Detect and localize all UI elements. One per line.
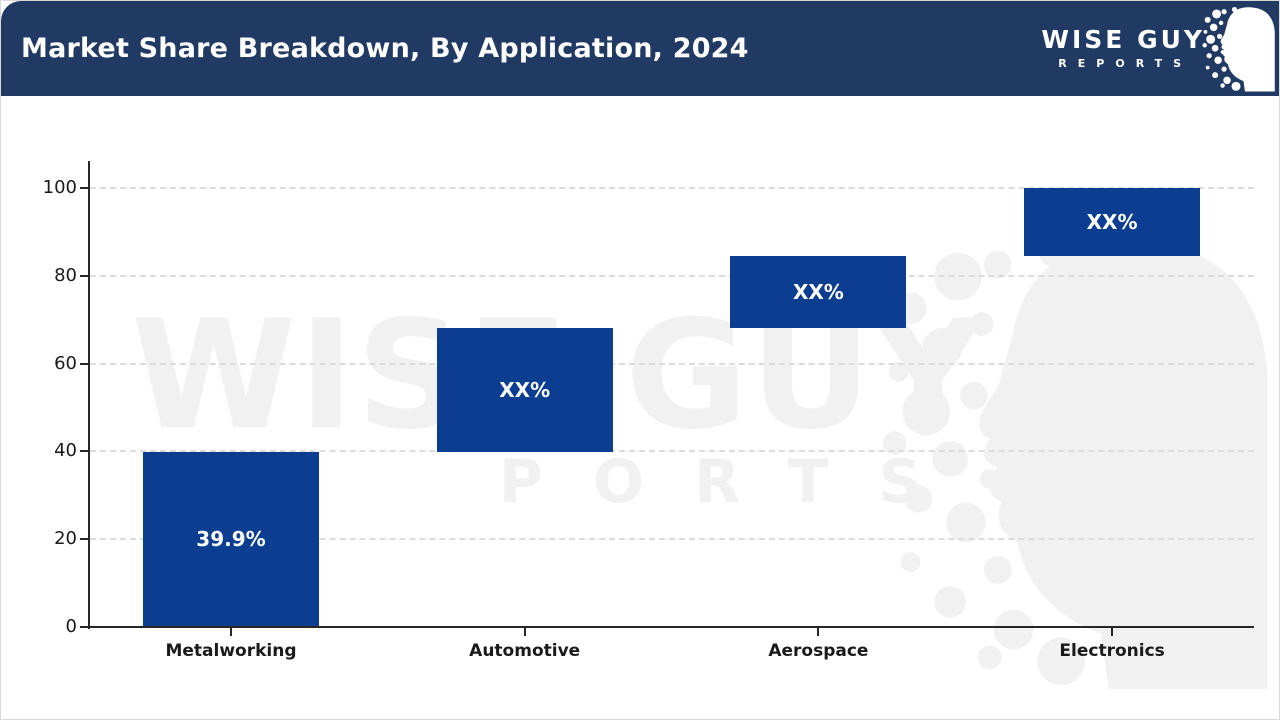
y-tick-label-20: 20: [54, 528, 77, 550]
y-tick-40: [80, 450, 88, 453]
x-tick-automotive: [523, 628, 526, 636]
watermark-text-2: PORTS: [499, 447, 972, 517]
bar-automotive: XX%: [436, 327, 613, 452]
gridline-80: [90, 274, 1254, 277]
x-axis-label-electronics: Electronics: [1059, 641, 1165, 661]
brand-name: WISE GUY: [1041, 25, 1205, 54]
x-tick-metalworking: [230, 628, 232, 636]
gridline-60: [90, 362, 1254, 365]
bar-value-label: XX%: [792, 279, 844, 304]
bar-aerospace: XX%: [730, 255, 907, 328]
y-tick-label-60: 60: [54, 352, 77, 374]
y-tick-80: [80, 274, 88, 277]
x-axis-label-aerospace: Aerospace: [768, 641, 869, 661]
y-tick-label-100: 100: [42, 177, 77, 198]
x-tick-aerospace: [817, 628, 820, 636]
brand-logo: WISE GUY REPORTS: [1023, 1, 1275, 96]
header-bar: Market Share Breakdown, By Application, …: [1, 1, 1279, 96]
bar-electronics: XX%: [1024, 188, 1201, 256]
y-tick-label-0: 0: [65, 616, 77, 637]
y-axis: [88, 161, 90, 629]
bar-value-label: 39.9%: [196, 527, 266, 552]
gridline-40: [90, 450, 1254, 453]
brand-head-icon: [1202, 6, 1275, 92]
brand-logo-text: WISE GUY REPORTS: [1041, 25, 1205, 70]
x-axis: [88, 626, 1254, 628]
bar-value-label: XX%: [1086, 209, 1138, 234]
gridline-20: [90, 538, 1254, 541]
page-title: Market Share Breakdown, By Application, …: [21, 33, 749, 64]
y-tick-20: [80, 538, 88, 541]
x-axis-label-metalworking: Metalworking: [165, 641, 297, 661]
y-tick-100: [80, 187, 88, 189]
bar-value-label: XX%: [499, 377, 551, 402]
y-tick-label-80: 80: [54, 264, 77, 286]
x-axis-label-automotive: Automotive: [469, 641, 581, 661]
x-tick-electronics: [1111, 628, 1114, 636]
y-tick-0: [80, 626, 88, 628]
gridline-100: [90, 187, 1254, 189]
bar-metalworking: 39.9%: [143, 451, 319, 627]
y-tick-label-40: 40: [54, 440, 77, 462]
y-tick-60: [80, 362, 88, 365]
brand-subtitle: REPORTS: [1058, 57, 1193, 70]
